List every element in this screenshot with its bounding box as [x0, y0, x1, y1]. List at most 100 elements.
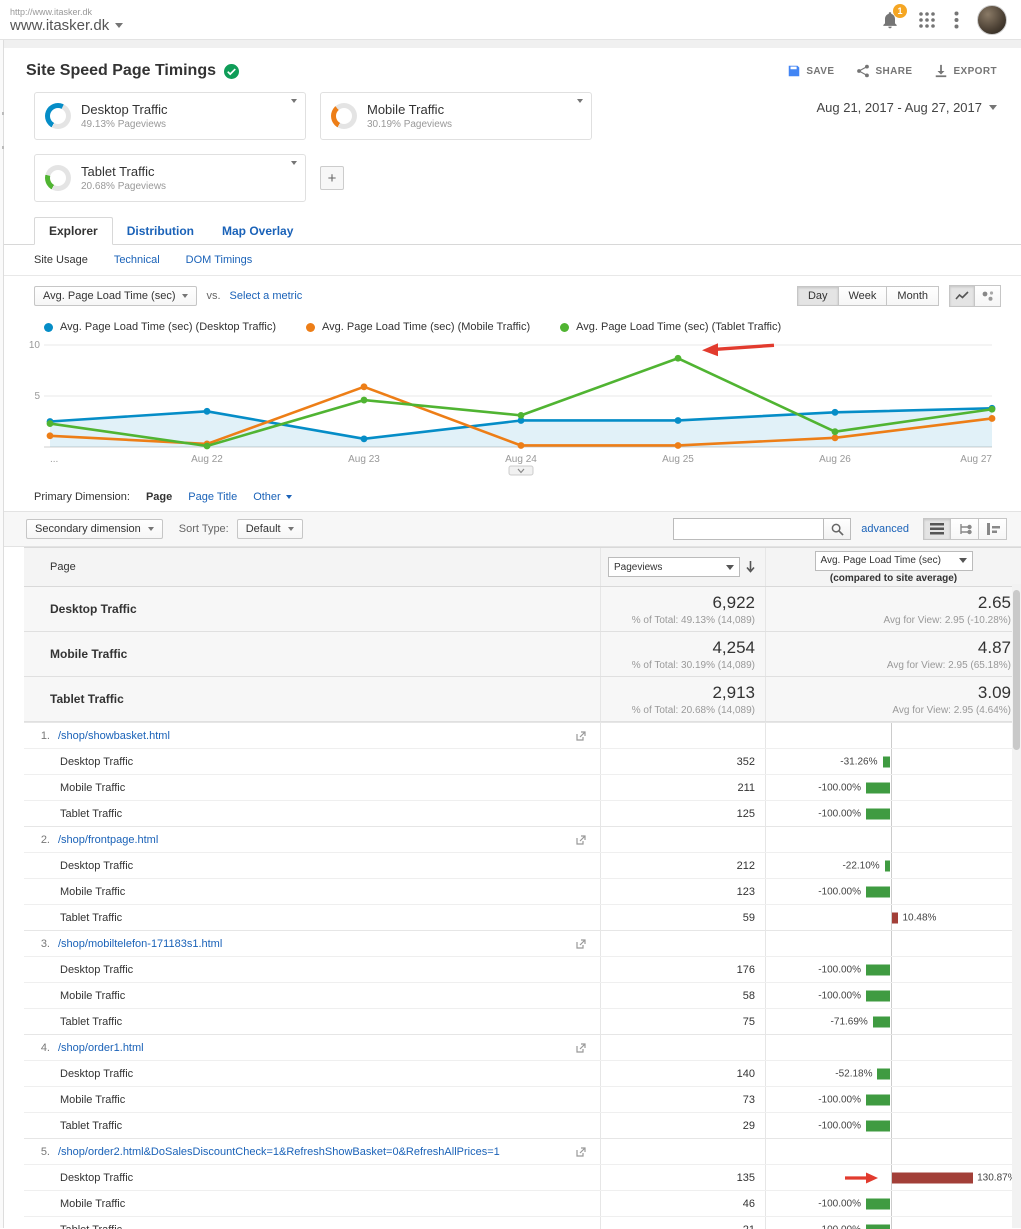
chart-point[interactable] — [360, 383, 368, 391]
segment-card-tablet[interactable]: Tablet Traffic 20.68% Pageviews — [34, 154, 306, 202]
segment-sub-row[interactable]: Tablet Traffic 59 10.48% — [24, 904, 1021, 930]
open-page-button[interactable] — [576, 1042, 586, 1053]
segment-sub-row[interactable]: Desktop Traffic 176 -100.00% — [24, 956, 1021, 982]
select-metric-link[interactable]: Select a metric — [229, 290, 303, 302]
chart-point[interactable] — [674, 417, 682, 424]
granularity-month-button[interactable]: Month — [887, 286, 939, 306]
chart-point[interactable] — [988, 415, 996, 422]
account-selector[interactable]: www.itasker.dk — [10, 17, 124, 34]
pageviews-column-dropdown[interactable]: Pageviews — [608, 557, 740, 577]
segment-sub-row[interactable]: Tablet Traffic 125 -100.00% — [24, 800, 1021, 826]
pivot-view-button[interactable] — [979, 518, 1007, 540]
chart-point[interactable] — [831, 428, 839, 436]
tab-explorer[interactable]: Explorer — [34, 217, 113, 245]
chart-point[interactable] — [517, 411, 525, 419]
dimension-page-title[interactable]: Page Title — [188, 491, 238, 503]
scrollbar-track[interactable] — [1012, 584, 1021, 1228]
metric-column-dropdown[interactable]: Avg. Page Load Time (sec) — [814, 550, 973, 571]
open-page-button[interactable] — [576, 1146, 586, 1157]
date-range-picker[interactable]: Aug 21, 2017 - Aug 27, 2017 — [816, 100, 997, 115]
axis-options-pill[interactable] — [508, 465, 534, 476]
legend-item-tablet[interactable]: Avg. Page Load Time (sec) (Tablet Traffi… — [560, 321, 781, 333]
chart-point[interactable] — [203, 442, 211, 450]
chart-point[interactable] — [674, 442, 682, 449]
dimension-other[interactable]: Other — [253, 491, 292, 503]
segment-card-desktop[interactable]: Desktop Traffic 49.13% Pageviews — [34, 92, 306, 140]
percentage-view-button[interactable] — [951, 518, 979, 540]
timeseries-chart[interactable]: 5 10... Aug 22 Aug 23 Aug 24 Aug 25 Aug 26 Aug … — [4, 335, 1021, 479]
dimension-page[interactable]: Page — [145, 491, 173, 503]
chart-point[interactable] — [203, 407, 211, 415]
granularity-week-button[interactable]: Week — [838, 286, 888, 306]
share-button[interactable]: SHARE — [856, 64, 912, 78]
table-view-button[interactable] — [923, 518, 951, 540]
segment-sub-row[interactable]: Mobile Traffic 123 -100.00% — [24, 878, 1021, 904]
subtab-dom-timings[interactable]: DOM Timings — [185, 254, 253, 266]
chart-point[interactable] — [360, 435, 368, 443]
table-row[interactable]: 1. /shop/showbasket.html — [24, 722, 1021, 748]
page-link[interactable]: /shop/frontpage.html — [58, 833, 159, 846]
chevron-down-icon[interactable] — [291, 161, 297, 165]
advanced-filter-link[interactable]: advanced — [861, 523, 909, 535]
segment-sub-row[interactable]: Mobile Traffic 73 -100.00% — [24, 1086, 1021, 1112]
add-segment-button[interactable]: + — [320, 166, 344, 190]
save-button[interactable]: SAVE — [787, 64, 834, 78]
chart-point[interactable] — [360, 396, 368, 404]
chart-point[interactable] — [674, 354, 682, 362]
segment-sub-row[interactable]: Desktop Traffic 212 -22.10% — [24, 852, 1021, 878]
tab-distribution[interactable]: Distribution — [126, 224, 195, 238]
page-link[interactable]: /shop/showbasket.html — [58, 729, 170, 742]
chart-point[interactable] — [46, 432, 54, 440]
segment-sub-row[interactable]: Tablet Traffic 29 -100.00% — [24, 1112, 1021, 1138]
page-link[interactable]: /shop/mobiltelefon-171183s1.html — [58, 937, 223, 950]
table-row[interactable]: 2. /shop/frontpage.html — [24, 826, 1021, 852]
chart-point[interactable] — [46, 420, 54, 427]
segment-sub-row[interactable]: Desktop Traffic 352 -31.26% — [24, 748, 1021, 774]
page-link[interactable]: /shop/order1.html — [58, 1041, 144, 1054]
segment-card-mobile[interactable]: Mobile Traffic 30.19% Pageviews — [320, 92, 592, 140]
segment-sub-row[interactable]: Mobile Traffic 58 -100.00% — [24, 982, 1021, 1008]
page-link[interactable]: /shop/order2.html&DoSalesDiscountCheck=1… — [58, 1145, 500, 1158]
export-button[interactable]: EXPORT — [934, 64, 997, 78]
segment-sub-row[interactable]: Desktop Traffic 135 130.87% — [24, 1164, 1021, 1190]
subtab-site-usage[interactable]: Site Usage — [34, 254, 88, 266]
table-row[interactable]: 3. /shop/mobiltelefon-171183s1.html — [24, 930, 1021, 956]
metric-selector-dropdown[interactable]: Avg. Page Load Time (sec) — [34, 286, 198, 306]
legend-item-mobile[interactable]: Avg. Page Load Time (sec) (Mobile Traffi… — [306, 321, 530, 333]
segment-sub-row[interactable]: Mobile Traffic 211 -100.00% — [24, 774, 1021, 800]
chart-point[interactable] — [517, 442, 525, 449]
line-chart-view-button[interactable] — [949, 285, 975, 307]
tab-map-overlay[interactable]: Map Overlay — [222, 224, 294, 238]
chevron-down-icon[interactable] — [291, 99, 297, 103]
search-button[interactable] — [823, 518, 852, 540]
chart-point[interactable] — [831, 434, 839, 442]
avatar[interactable] — [977, 4, 1007, 35]
table-row[interactable]: 4. /shop/order1.html — [24, 1034, 1021, 1060]
subtab-technical[interactable]: Technical — [113, 254, 160, 266]
search-input[interactable] — [673, 518, 824, 540]
motion-chart-view-button[interactable] — [975, 285, 1001, 307]
apps-button[interactable] — [918, 11, 936, 29]
segment-subtitle: 49.13% Pageviews — [81, 119, 167, 130]
legend-item-desktop[interactable]: Avg. Page Load Time (sec) (Desktop Traff… — [44, 321, 276, 333]
segment-sub-row[interactable]: Desktop Traffic 140 -52.18% — [24, 1060, 1021, 1086]
notifications-button[interactable]: 1 — [880, 3, 907, 30]
chart-point[interactable] — [831, 408, 839, 416]
chart-point[interactable] — [517, 417, 525, 424]
segment-sub-row[interactable]: Mobile Traffic 46 -100.00% — [24, 1190, 1021, 1216]
scrollbar-thumb[interactable] — [1013, 590, 1020, 750]
open-page-button[interactable] — [576, 834, 586, 845]
granularity-day-button[interactable]: Day — [796, 286, 839, 306]
open-page-button[interactable] — [576, 730, 586, 741]
column-header-page[interactable]: Page — [50, 561, 76, 573]
more-menu-button[interactable] — [954, 11, 959, 29]
table-row[interactable]: 5. /shop/order2.html&DoSalesDiscountChec… — [24, 1138, 1021, 1164]
chart-point[interactable] — [988, 405, 996, 413]
chevron-down-icon[interactable] — [577, 99, 583, 103]
sort-descending-icon[interactable] — [746, 561, 755, 573]
sort-type-dropdown[interactable]: Default — [236, 519, 303, 539]
secondary-dimension-dropdown[interactable]: Secondary dimension — [26, 519, 163, 539]
segment-sub-row[interactable]: Tablet Traffic 21 -100.00% — [24, 1216, 1021, 1229]
segment-sub-row[interactable]: Tablet Traffic 75 -71.69% — [24, 1008, 1021, 1034]
open-page-button[interactable] — [576, 938, 586, 949]
